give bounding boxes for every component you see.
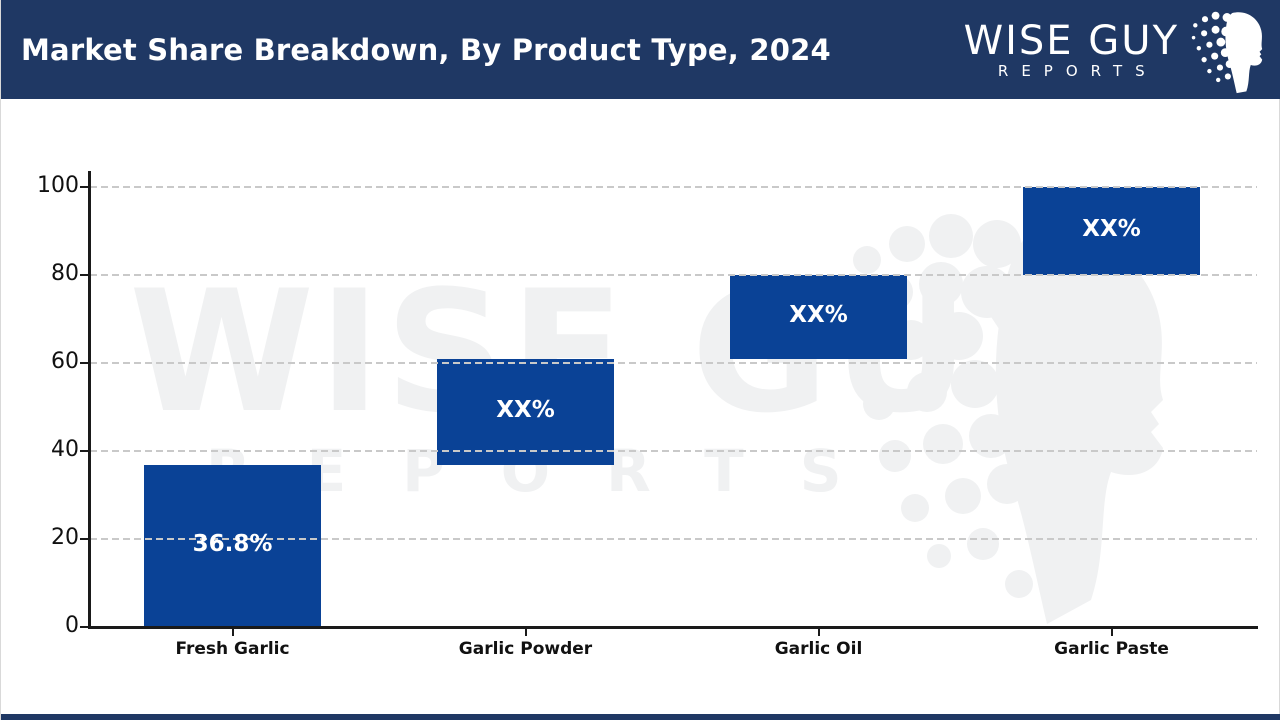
bar-value-label-garlic-powder: XX% [496,396,555,423]
brand-name: WISE GUY [963,17,1179,64]
brand-logo: WISE GUY REPORTS [964,6,1280,94]
gridline-20 [90,538,1257,540]
bar-garlic-powder [437,358,614,466]
y-tick-20 [80,538,88,540]
x-tick-garlic-oil [817,629,820,636]
y-tick-80 [80,274,88,276]
bar-value-label-garlic-oil: XX% [789,301,848,328]
y-tick-0 [80,626,88,628]
y-tick-label-100: 100 [37,173,79,198]
x-tick-garlic-paste [1110,629,1113,636]
bar-value-label-garlic-paste: XX% [1082,216,1141,242]
y-tick-label-0: 0 [65,613,79,638]
x-label-garlic-paste: Garlic Paste [1054,639,1169,659]
y-tick-label-60: 60 [51,349,79,374]
bar-value-label-fresh-garlic: 36.8% [192,531,273,558]
brand-logo-text: WISE GUY REPORTS [964,21,1179,79]
x-label-garlic-powder: Garlic Powder [458,639,593,659]
x-label-fresh-garlic: Fresh Garlic [175,639,290,659]
brand-subname: REPORTS [997,61,1158,80]
gridline-80 [90,274,1257,276]
x-tick-fresh-garlic [231,629,234,636]
bar-fresh-garlic [144,465,321,627]
gridline-60 [90,362,1257,364]
y-tick-100 [80,186,88,188]
y-tick-label-80: 80 [51,261,79,286]
header-bar: Market Share Breakdown, By Product Type,… [1,0,1280,99]
x-label-garlic-oil: Garlic Oil [774,639,863,659]
bar-garlic-oil [730,275,907,359]
footer-bar [1,714,1280,720]
chart-title: Market Share Breakdown, By Product Type,… [21,32,831,67]
gridline-40 [90,450,1257,452]
y-tick-40 [80,450,88,452]
x-tick-garlic-powder [524,629,527,636]
y-tick-label-20: 20 [51,525,79,550]
y-axis-line [88,171,91,628]
gridline-100 [90,186,1257,188]
y-tick-60 [80,362,88,364]
x-axis-line [88,626,1258,629]
bar-garlic-paste [1023,187,1200,275]
logo-head-icon [1191,11,1263,93]
y-tick-label-40: 40 [51,437,79,462]
watermark-head-icon [839,214,1163,624]
